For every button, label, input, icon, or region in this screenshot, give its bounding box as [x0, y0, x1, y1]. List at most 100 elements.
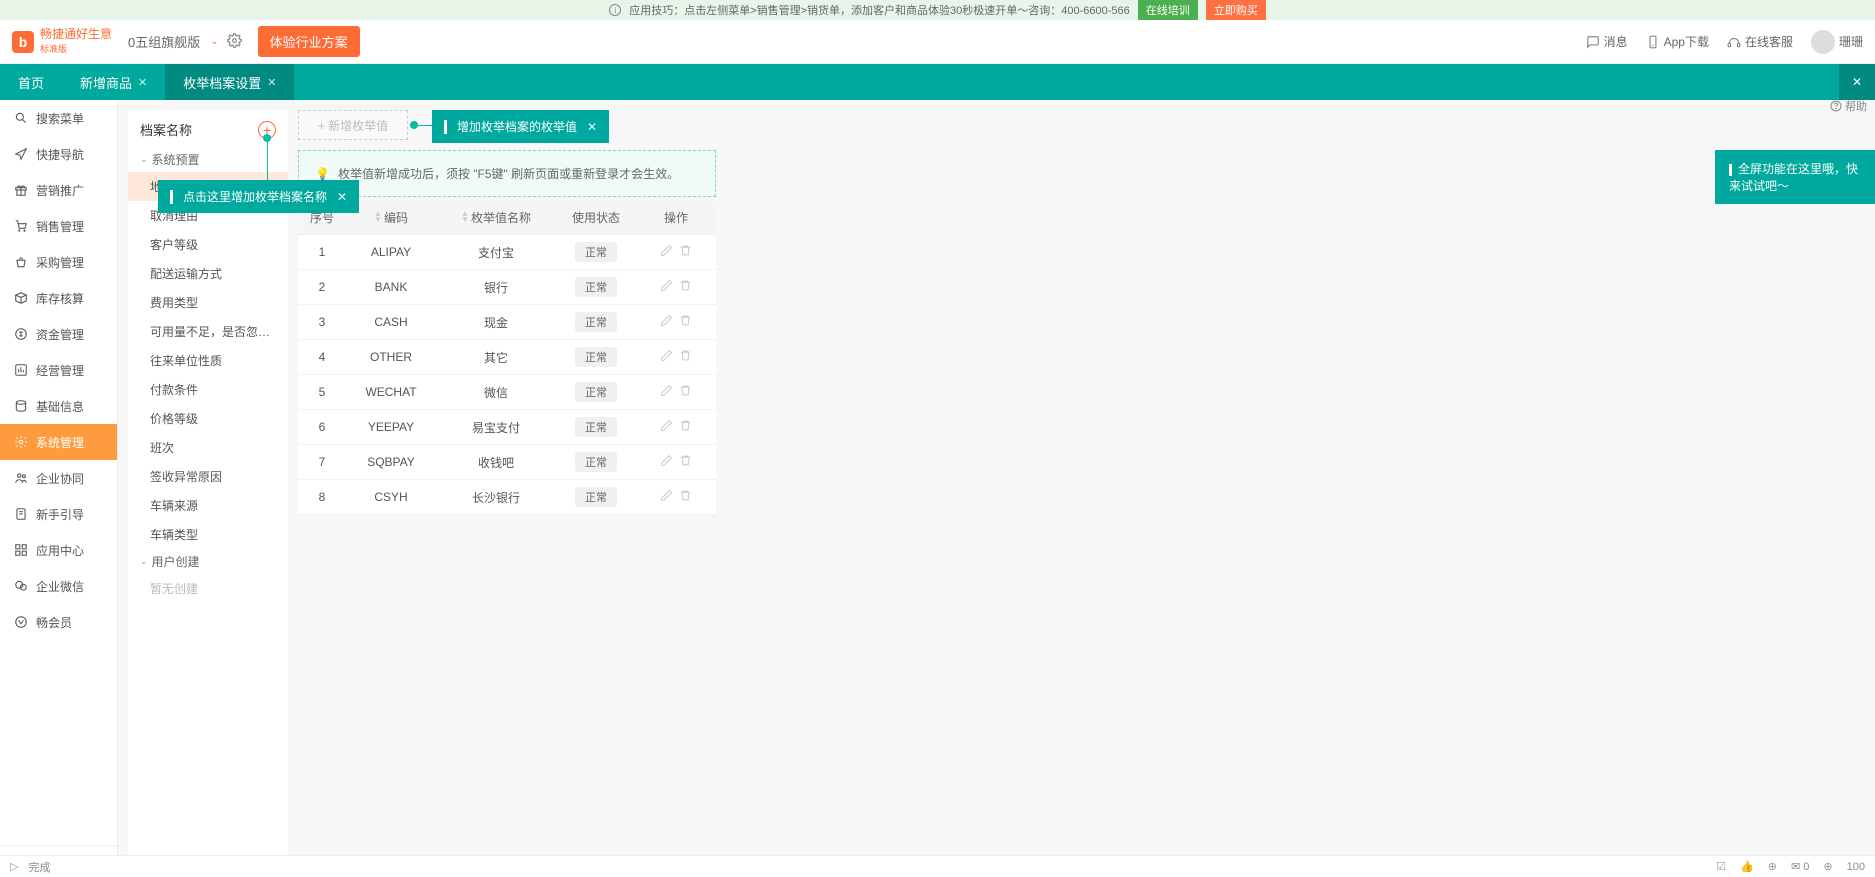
sidebar-item-money[interactable]: 资金管理	[0, 316, 117, 352]
guide-line-icon	[267, 142, 268, 182]
cell-code: YEEPAY	[346, 410, 436, 445]
sidebar-item-guide[interactable]: 新手引导	[0, 496, 117, 532]
col-code[interactable]: ▲▼编码	[346, 201, 436, 235]
col-name[interactable]: ▲▼枚举值名称	[436, 201, 556, 235]
sidebar-item-label: 资金管理	[36, 326, 84, 343]
archive-item[interactable]: 车辆来源	[128, 491, 288, 520]
close-icon[interactable]: ✕	[267, 76, 276, 89]
archive-item[interactable]: 往来单位性质	[128, 346, 288, 375]
sidebar-item-apps[interactable]: 应用中心	[0, 532, 117, 568]
sidebar: 搜索菜单快捷导航营销推广销售管理采购管理库存核算资金管理经营管理基础信息系统管理…	[0, 100, 118, 877]
edit-icon[interactable]	[660, 455, 673, 470]
cell-name: 微信	[436, 375, 556, 410]
sidebar-item-basket[interactable]: 采购管理	[0, 244, 117, 280]
delete-icon[interactable]	[679, 245, 692, 260]
sidebar-item-gear[interactable]: 系统管理	[0, 424, 117, 460]
cell-seq: 7	[298, 445, 346, 480]
sidebar-item-db[interactable]: 基础信息	[0, 388, 117, 424]
callout-bar-icon	[444, 120, 447, 134]
chart-icon	[14, 363, 28, 377]
enum-table-panel: + 新增枚举值 增加枚举档案的枚举值 ✕ 💡 枚举值新增成功后，须按 "F5键"…	[298, 110, 1865, 867]
box-icon	[14, 291, 28, 305]
wechat-icon	[14, 579, 28, 593]
archive-item[interactable]: 可用量不足，是否忽略...	[128, 317, 288, 346]
group-system-preset[interactable]: ⌄ 系统预置	[128, 147, 288, 172]
delete-icon[interactable]	[679, 490, 692, 505]
plus-icon[interactable]: ⊕	[1823, 860, 1832, 873]
tab-home[interactable]: 首页	[0, 64, 62, 100]
sidebar-item-cart[interactable]: 销售管理	[0, 208, 117, 244]
gift-icon	[14, 183, 28, 197]
tab-new-product[interactable]: 新增商品✕	[62, 64, 165, 100]
bulb-icon: 💡	[315, 167, 330, 181]
ring-icon[interactable]: ⊕	[1768, 860, 1777, 873]
check-icon[interactable]: ☑	[1716, 860, 1726, 873]
app-label: App下载	[1664, 33, 1709, 50]
app-download-link[interactable]: App下载	[1646, 33, 1709, 50]
archive-item[interactable]: 配送运输方式	[128, 259, 288, 288]
close-icon[interactable]: ✕	[138, 76, 147, 89]
archive-item[interactable]: 客户等级	[128, 230, 288, 259]
sidebar-item-search[interactable]: 搜索菜单	[0, 100, 117, 136]
sidebar-item-wechat[interactable]: 企业微信	[0, 568, 117, 604]
sidebar-item-chart[interactable]: 经营管理	[0, 352, 117, 388]
archive-item[interactable]: 价格等级	[128, 404, 288, 433]
logo: b 畅捷通好生意 标准版	[12, 28, 118, 54]
help-link[interactable]: 帮助	[1830, 100, 1867, 114]
edit-icon[interactable]	[660, 350, 673, 365]
cell-ops	[636, 480, 716, 515]
edit-icon[interactable]	[660, 385, 673, 400]
delete-icon[interactable]	[679, 455, 692, 470]
edit-icon[interactable]	[660, 245, 673, 260]
delete-icon[interactable]	[679, 315, 692, 330]
status-bar: ▷ 完成 ☑ 👍 ⊕ ✉ 0 ⊕ 100	[0, 855, 1875, 877]
edit-icon[interactable]	[660, 315, 673, 330]
delete-icon[interactable]	[679, 280, 692, 295]
add-enum-value-input[interactable]: + 新增枚举值	[298, 110, 408, 140]
sidebar-item-box[interactable]: 库存核算	[0, 280, 117, 316]
close-icon[interactable]: ✕	[337, 190, 347, 204]
industry-plan-button[interactable]: 体验行业方案	[258, 26, 360, 57]
callout-text: 增加枚举档案的枚举值	[457, 118, 577, 135]
customer-service-link[interactable]: 在线客服	[1727, 33, 1793, 50]
tab-enum-setting[interactable]: 枚举档案设置✕	[165, 64, 294, 100]
vip-icon	[14, 615, 28, 629]
group-user-created[interactable]: ⌄ 用户创建	[128, 549, 288, 574]
archive-item[interactable]: 班次	[128, 433, 288, 462]
sidebar-item-nav[interactable]: 快捷导航	[0, 136, 117, 172]
train-button[interactable]: 在线培训	[1138, 0, 1198, 20]
org-settings-icon[interactable]	[227, 33, 242, 51]
table-row: 5WECHAT微信正常	[298, 375, 716, 410]
delete-icon[interactable]	[679, 385, 692, 400]
tab-close-all[interactable]: ✕	[1839, 64, 1875, 100]
status-badge: 正常	[575, 312, 617, 332]
edit-icon[interactable]	[660, 280, 673, 295]
close-icon[interactable]: ✕	[587, 120, 597, 134]
header: b 畅捷通好生意 标准版 0五组旗舰版 ⌄ 体验行业方案 消息 App下载	[0, 20, 1875, 64]
col-status: 使用状态	[556, 201, 636, 235]
edit-icon[interactable]	[660, 420, 673, 435]
edit-icon[interactable]	[660, 490, 673, 505]
archive-item[interactable]: 费用类型	[128, 288, 288, 317]
archive-panel: 档案名称 + ⌄ 系统预置 地址标签取消理由客户等级配送运输方式费用类型可用量不…	[128, 110, 288, 867]
sidebar-item-vip[interactable]: 畅会员	[0, 604, 117, 640]
sidebar-item-gift[interactable]: 营销推广	[0, 172, 117, 208]
sidebar-item-team[interactable]: 企业协同	[0, 460, 117, 496]
sort-icon: ▲▼	[461, 211, 469, 222]
delete-icon[interactable]	[679, 350, 692, 365]
cell-code: SQBPAY	[346, 445, 436, 480]
archive-item[interactable]: 付款条件	[128, 375, 288, 404]
status-badge: 正常	[575, 277, 617, 297]
table-row: 3CASH现金正常	[298, 305, 716, 340]
thumb-icon[interactable]: 👍	[1740, 860, 1754, 873]
archive-item[interactable]: 车辆类型	[128, 520, 288, 549]
cell-seq: 8	[298, 480, 346, 515]
org-selector[interactable]: 0五组旗舰版 ⌄	[128, 32, 219, 51]
table-row: 7SQBPAY收钱吧正常	[298, 445, 716, 480]
delete-icon[interactable]	[679, 420, 692, 435]
user-menu[interactable]: 珊珊	[1811, 30, 1863, 54]
messages-link[interactable]: 消息	[1586, 33, 1628, 50]
sidebar-item-label: 新手引导	[36, 506, 84, 523]
archive-item[interactable]: 签收异常原因	[128, 462, 288, 491]
buy-now-button[interactable]: 立即购买	[1206, 0, 1266, 20]
